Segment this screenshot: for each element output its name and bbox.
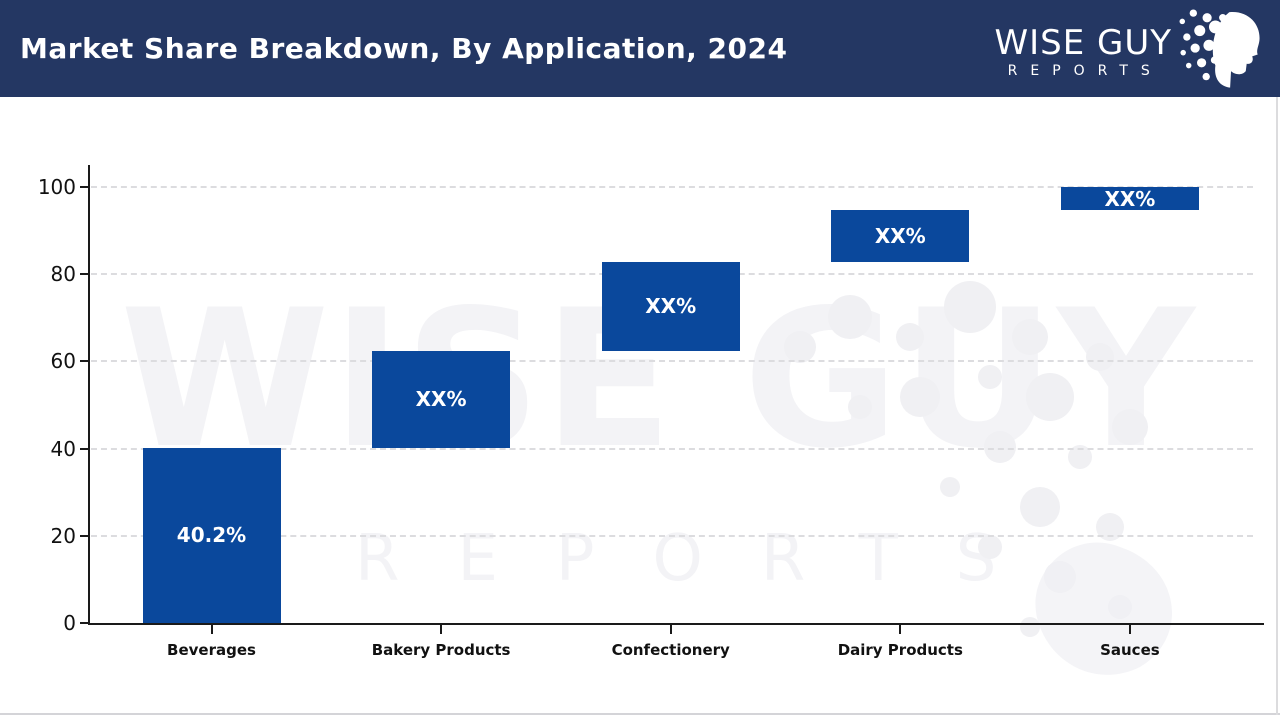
bar-value-label: XX% (645, 294, 697, 319)
y-tick-label: 100 (37, 175, 76, 199)
bar-value-label: 40.2% (176, 523, 247, 548)
header: Market Share Breakdown, By Application, … (0, 0, 1280, 97)
bar-value-label: XX% (874, 224, 926, 249)
x-tick-label: Dairy Products (837, 641, 963, 659)
bar-value-label: XX% (415, 387, 467, 412)
y-tick-label: 0 (63, 611, 76, 635)
y-tickmark (80, 273, 88, 276)
logo-face-icon (1179, 9, 1260, 88)
gridline (91, 360, 1253, 363)
bar-beverages: 40.2% (142, 447, 281, 623)
bottom-border (0, 713, 1280, 715)
gridline (91, 534, 1253, 537)
chart-area: WISE GUY REPORTS 0 20 40 60 80 100 40.2% XX% XX%… (0, 97, 1280, 714)
logo-text-reports: REPORTS (1007, 63, 1163, 79)
x-axis-spine (88, 623, 1264, 625)
right-border (1276, 97, 1278, 715)
y-axis-spine (88, 165, 90, 625)
y-tick-label: 80 (50, 262, 76, 287)
y-tickmark (80, 360, 88, 363)
x-tickmark (1128, 625, 1131, 634)
y-tickmark (80, 447, 88, 450)
x-tick-label: Bakery Products (371, 641, 511, 659)
y-tick-label: 40 (50, 436, 76, 461)
y-tickmark (80, 186, 88, 188)
x-tickmark (899, 625, 902, 634)
x-tickmark (669, 625, 672, 634)
gridline (91, 186, 1253, 188)
gridline (91, 447, 1253, 450)
x-tickmark (210, 625, 213, 634)
bar-value-label: XX% (1104, 186, 1156, 211)
page-title: Market Share Breakdown, By Application, … (20, 32, 788, 65)
y-tickmark (80, 622, 88, 624)
bar-bakery-products: XX% (372, 350, 511, 448)
wise-guy-logo: WISE GUY REPORTS (994, 6, 1266, 92)
waterfall-chart: 0 20 40 60 80 100 40.2% XX% XX% XX% XX% Beverages Ba… (0, 97, 1280, 714)
logo-wordmark: WISE GUY REPORTS (994, 23, 1172, 79)
y-tick-label: 60 (50, 349, 76, 374)
bar-dairy-products: XX% (831, 210, 970, 262)
x-tick-label: Confectionery (611, 641, 730, 659)
x-tickmark (440, 625, 443, 634)
bar-sauces: XX% (1060, 186, 1199, 211)
x-tick-label: Sauces (1100, 641, 1160, 659)
x-tick-label: Beverages (167, 641, 256, 659)
bar-confectionery: XX% (601, 261, 740, 351)
y-tick-label: 20 (50, 523, 76, 548)
y-tickmark (80, 534, 88, 537)
logo-text-wiseguy: WISE GUY (994, 23, 1172, 63)
